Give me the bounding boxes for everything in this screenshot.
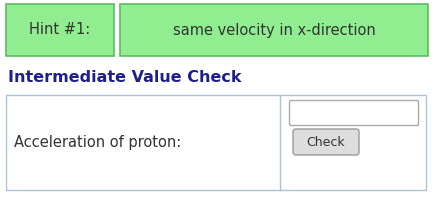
FancyBboxPatch shape	[120, 4, 427, 56]
Text: Acceleration of proton:: Acceleration of proton:	[14, 134, 181, 149]
Text: Hint #1:: Hint #1:	[30, 23, 90, 37]
Text: Check: Check	[306, 135, 345, 148]
Text: same velocity in x-direction: same velocity in x-direction	[172, 23, 375, 37]
Text: Intermediate Value Check: Intermediate Value Check	[8, 70, 241, 85]
FancyBboxPatch shape	[289, 101, 418, 126]
FancyBboxPatch shape	[6, 4, 114, 56]
FancyBboxPatch shape	[293, 129, 358, 155]
Bar	[6, 95, 425, 190]
